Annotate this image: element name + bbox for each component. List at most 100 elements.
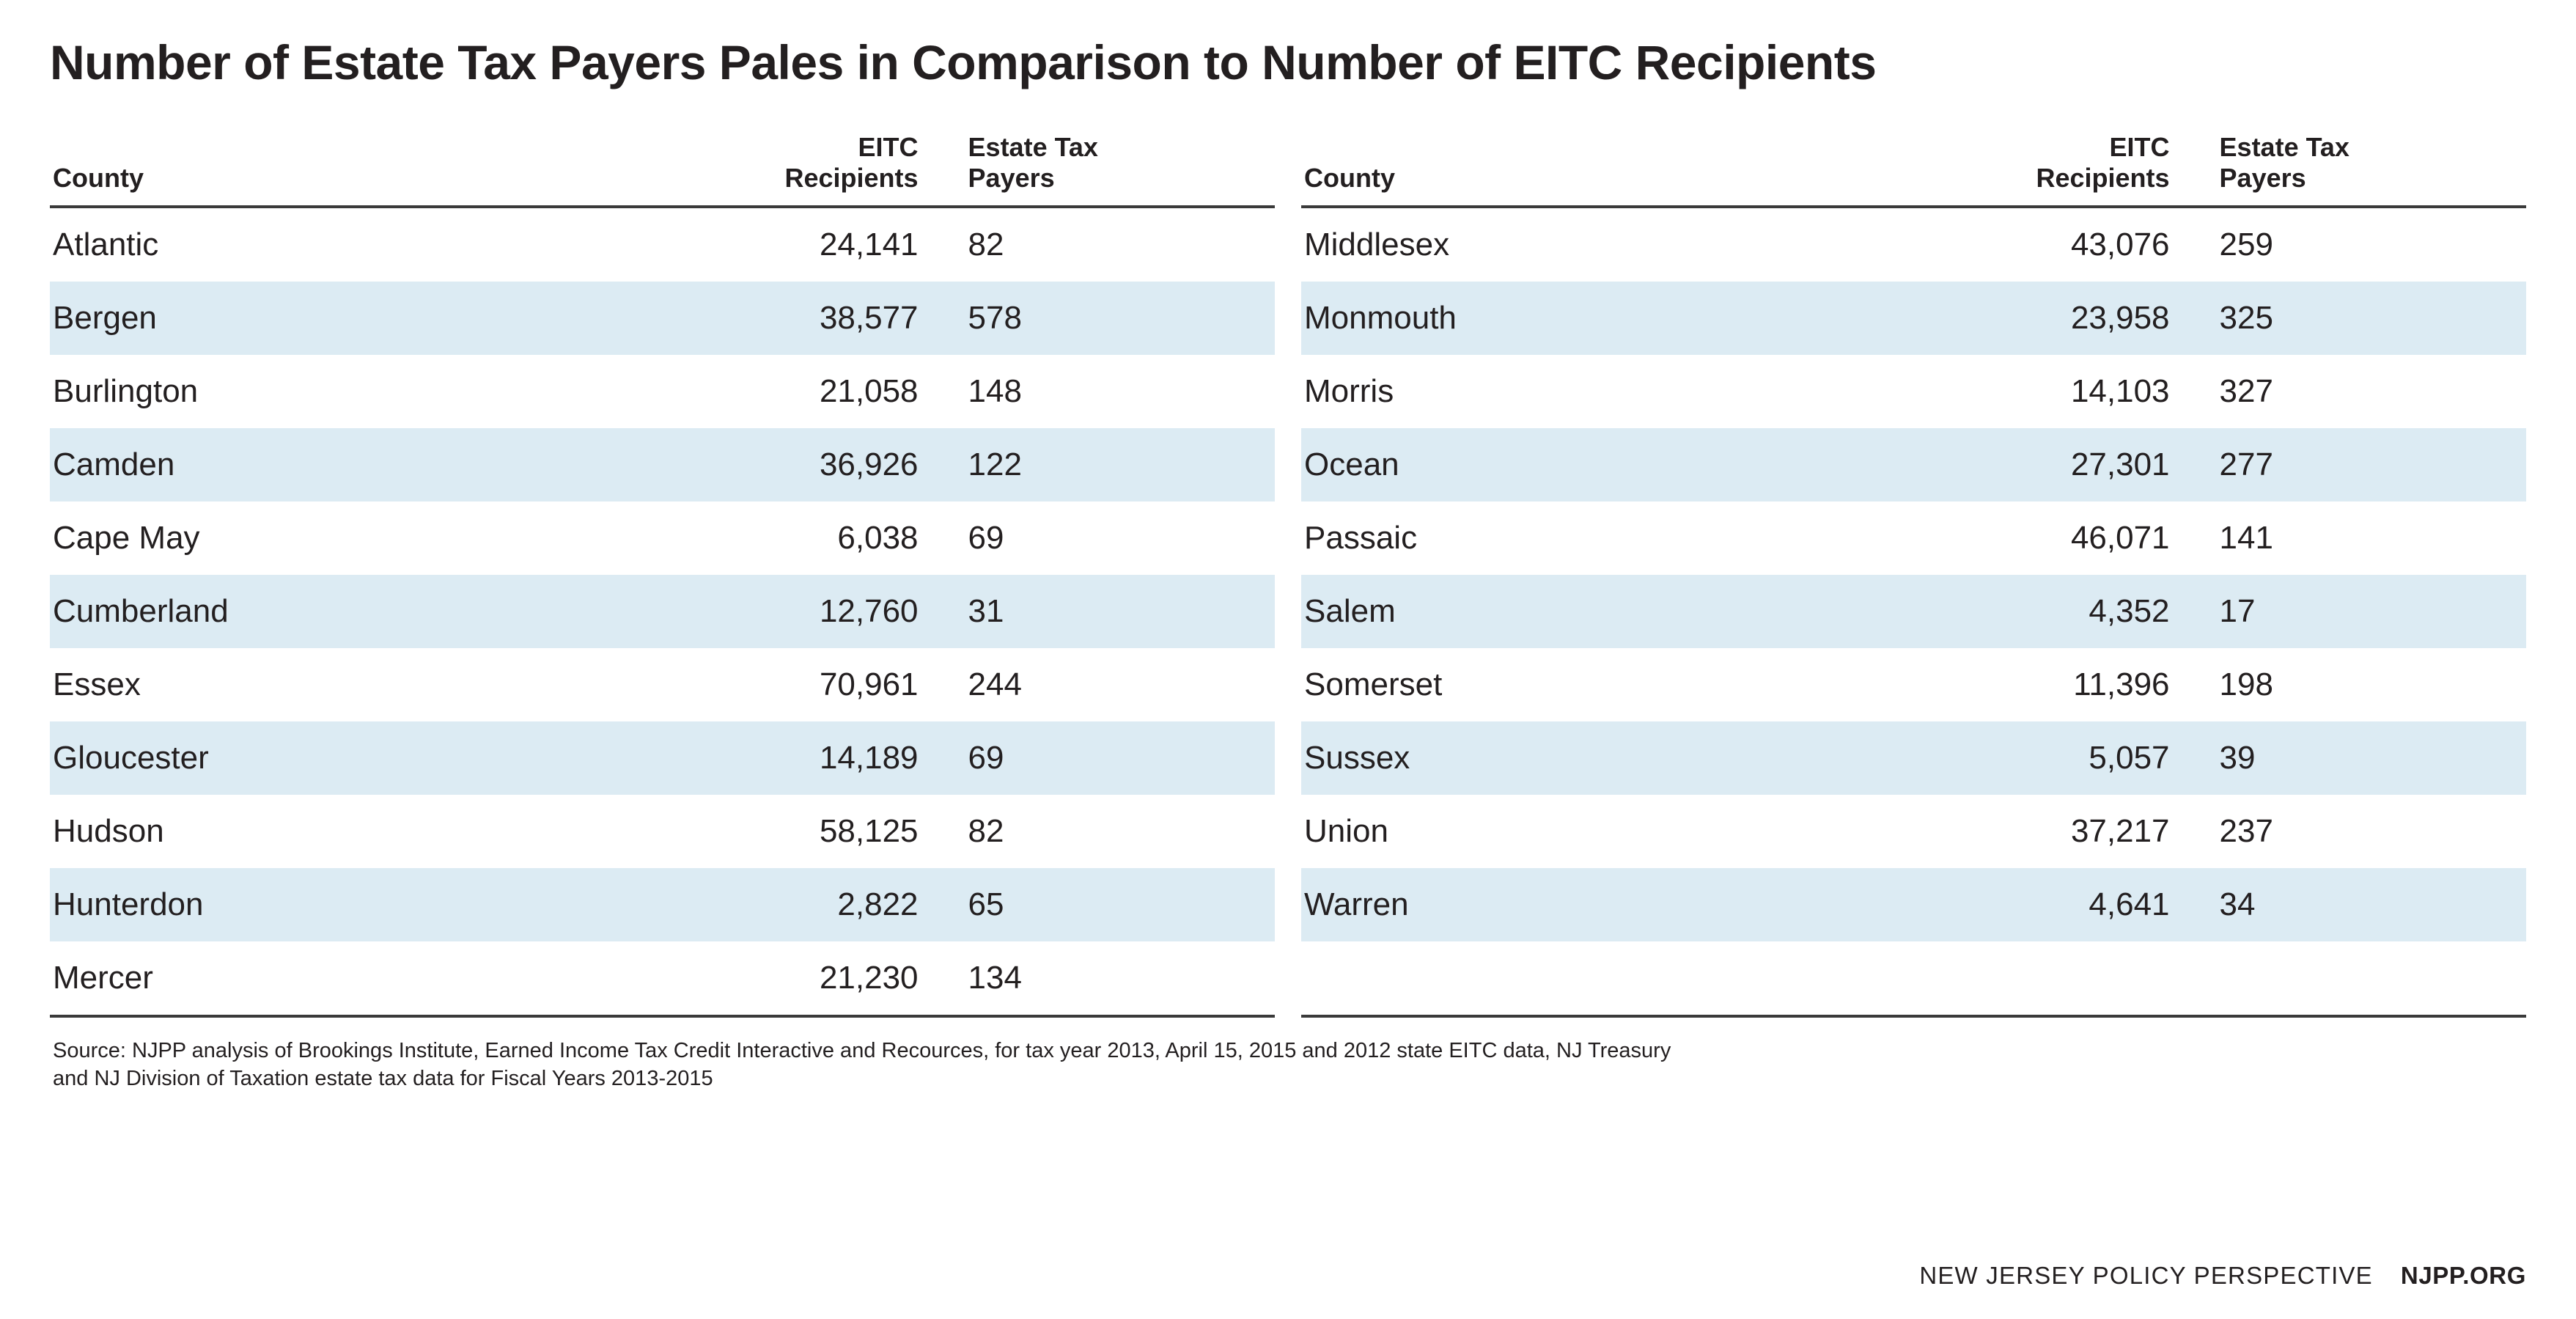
cell-estate-tax-payers: 198 [2219,666,2273,703]
table-row: Cape May 6,038 69 [50,501,1275,575]
cell-county: Cumberland [50,575,571,649]
cell-estate-tax-payers: 34 [2207,868,2526,942]
cell-county: Ocean [1301,428,1822,502]
cell-estate-tax-payers: 325 [2207,282,2526,356]
cell-county: Essex [53,666,141,703]
cell-eitc-recipients: 14,189 [570,721,957,796]
cell-estate-tax-payers: 141 [2219,520,2273,556]
cell-county: Morris [1304,373,1394,410]
header-row: County EITC Recipients Estate Tax Payers [1301,132,2526,209]
cell-county: Salem [1301,575,1822,649]
eitc-header-line2: Recipients [2036,163,2170,194]
cell-county: Sussex [1301,721,1822,796]
right-table-head: County EITC Recipients Estate Tax Payers [1301,132,2526,209]
cell-county: Union [1304,813,1388,850]
right-table-block: County EITC Recipients Estate Tax Payers… [1301,132,2526,1018]
source-line-2: and NJ Division of Taxation estate tax d… [53,1067,713,1091]
cell-empty [1301,941,1822,1015]
left-table-bottom-rule [50,1015,1275,1018]
organization-url[interactable]: NJPP.ORG [2400,1262,2526,1289]
cell-estate-tax-payers: 259 [2219,227,2273,263]
cell-eitc-recipients: 12,760 [570,575,957,649]
cell-county: Camden [50,428,571,502]
cell-estate-tax-payers: 134 [968,960,1022,996]
cell-estate-tax-payers: 65 [956,868,1275,942]
column-header-eitc-recipients: EITC Recipients [570,132,957,209]
cell-empty [1822,941,2207,1015]
cell-eitc-recipients: 14,103 [2070,373,2170,410]
table-row: Somerset 11,396 198 [1301,648,2526,721]
cell-county: Gloucester [50,721,571,796]
header-row: County EITC Recipients Estate Tax Payers [50,132,1275,209]
cell-empty [2208,941,2526,1015]
cell-eitc-recipients: 4,641 [1822,868,2208,942]
cell-eitc-recipients: 5,057 [1822,721,2208,796]
cell-estate-tax-payers: 82 [968,813,1004,850]
cell-county: Monmouth [1301,282,1822,356]
cell-eitc-recipients: 21,230 [819,960,919,996]
cell-eitc-recipients: 70,961 [819,666,919,703]
table-row: Salem 4,352 17 [1301,575,2526,649]
column-header-county: County [1301,132,1822,209]
branding: NEW JERSEY POLICY PERSPECTIVE NJPP.ORG [1919,1262,2526,1290]
estate-header-line2: Payers [2219,163,2306,194]
page-title: Number of Estate Tax Payers Pales in Com… [50,35,1877,89]
cell-county: Somerset [1304,666,1443,703]
table-row: Middlesex 43,076 259 [1301,207,2526,282]
table-row-spacer [1301,941,2526,1015]
table-row: Hunterdon 2,822 65 [50,868,1275,942]
cell-county: Bergen [50,282,571,356]
cell-eitc-recipients: 43,076 [2070,227,2170,263]
cell-county: Burlington [53,373,199,410]
cell-estate-tax-payers: 277 [2207,428,2526,502]
cell-county: Hunterdon [50,868,571,942]
table-row: Ocean 27,301 277 [1301,428,2526,502]
cell-estate-tax-payers: 69 [968,520,1004,556]
source-note: Source: NJPP analysis of Brookings Insti… [50,1037,2526,1093]
column-header-estate-tax-payers: Estate Tax Payers [2207,132,2526,209]
table-row: Atlantic 24,141 82 [50,207,1275,282]
table-row: Warren 4,641 34 [1301,868,2526,942]
cell-eitc-recipients: 24,141 [819,227,919,263]
table-row: Gloucester 14,189 69 [50,721,1275,796]
cell-estate-tax-payers: 578 [956,282,1275,356]
cell-estate-tax-payers: 69 [956,721,1275,796]
cell-eitc-recipients: 21,058 [819,373,919,410]
cell-estate-tax-payers: 31 [956,575,1275,649]
cell-eitc-recipients: 2,822 [570,868,957,942]
cell-eitc-recipients: 46,071 [2070,520,2170,556]
cell-county: Mercer [53,960,153,996]
table-row: Camden 36,926 122 [50,428,1275,502]
right-table-bottom-rule [1301,1015,2526,1018]
left-table-head: County EITC Recipients Estate Tax Payers [50,132,1275,209]
table-row: Passaic 46,071 141 [1301,501,2526,575]
cell-estate-tax-payers: 82 [968,227,1004,263]
cell-eitc-recipients: 58,125 [819,813,919,850]
cell-eitc-recipients: 23,958 [1822,282,2208,356]
eitc-header-line1: EITC [858,132,919,162]
cell-estate-tax-payers: 148 [968,373,1022,410]
left-table: County EITC Recipients Estate Tax Payers… [50,132,1275,1015]
estate-header-line1: Estate Tax [968,132,1098,162]
table-row: Bergen 38,577 578 [50,282,1275,356]
tables-container: County EITC Recipients Estate Tax Payers… [50,132,2526,1018]
cell-county: Middlesex [1304,227,1450,263]
cell-county: Passaic [1304,520,1418,556]
estate-header-line2: Payers [968,163,1055,194]
cell-county: Hudson [53,813,164,850]
cell-county: Atlantic [53,227,159,263]
left-table-block: County EITC Recipients Estate Tax Payers… [50,132,1275,1018]
eitc-header-line1: EITC [2109,132,2170,162]
cell-estate-tax-payers: 39 [2207,721,2526,796]
cell-estate-tax-payers: 244 [968,666,1022,703]
cell-estate-tax-payers: 327 [2219,373,2273,410]
organization-name: NEW JERSEY POLICY PERSPECTIVE [1919,1262,2373,1289]
cell-eitc-recipients: 37,217 [2070,813,2170,850]
table-row: Hudson 58,125 82 [50,795,1275,868]
table-row: Burlington 21,058 148 [50,355,1275,428]
right-table: County EITC Recipients Estate Tax Payers… [1301,132,2526,1015]
table-row: Mercer 21,230 134 [50,941,1275,1015]
table-row: Monmouth 23,958 325 [1301,282,2526,356]
eitc-header-line2: Recipients [784,163,919,194]
